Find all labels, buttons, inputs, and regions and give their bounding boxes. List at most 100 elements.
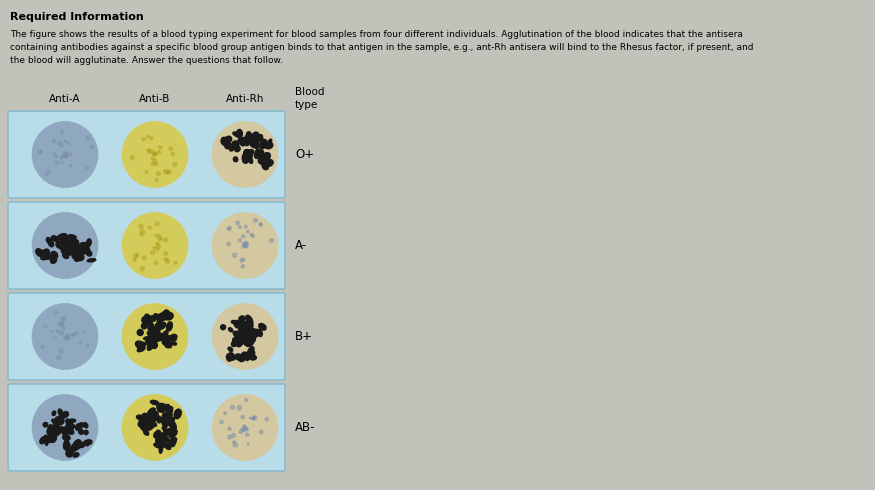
Ellipse shape bbox=[144, 425, 148, 434]
Ellipse shape bbox=[233, 132, 240, 137]
Ellipse shape bbox=[65, 238, 71, 244]
Ellipse shape bbox=[268, 139, 272, 145]
Circle shape bbox=[212, 303, 278, 369]
Ellipse shape bbox=[237, 339, 243, 347]
Ellipse shape bbox=[157, 405, 164, 413]
Ellipse shape bbox=[69, 241, 73, 246]
Ellipse shape bbox=[167, 412, 172, 419]
Ellipse shape bbox=[159, 322, 165, 329]
Ellipse shape bbox=[69, 241, 75, 245]
Ellipse shape bbox=[253, 330, 258, 337]
Circle shape bbox=[242, 243, 245, 246]
Ellipse shape bbox=[87, 251, 92, 256]
Ellipse shape bbox=[146, 421, 150, 427]
Ellipse shape bbox=[68, 247, 76, 255]
Ellipse shape bbox=[52, 419, 58, 423]
Text: B+: B+ bbox=[295, 330, 313, 343]
Ellipse shape bbox=[70, 236, 74, 243]
Ellipse shape bbox=[244, 324, 251, 332]
Ellipse shape bbox=[245, 322, 253, 330]
Ellipse shape bbox=[66, 244, 73, 250]
Ellipse shape bbox=[58, 242, 65, 249]
Circle shape bbox=[64, 336, 68, 340]
Ellipse shape bbox=[240, 356, 245, 362]
Circle shape bbox=[122, 213, 188, 278]
Ellipse shape bbox=[242, 157, 248, 163]
Ellipse shape bbox=[140, 419, 148, 425]
Ellipse shape bbox=[262, 142, 266, 146]
Ellipse shape bbox=[147, 331, 151, 335]
Ellipse shape bbox=[233, 331, 240, 337]
Ellipse shape bbox=[161, 433, 167, 438]
Ellipse shape bbox=[231, 354, 234, 359]
Ellipse shape bbox=[60, 238, 68, 245]
Circle shape bbox=[236, 221, 240, 225]
Ellipse shape bbox=[64, 240, 68, 248]
Ellipse shape bbox=[45, 435, 53, 441]
Ellipse shape bbox=[238, 138, 242, 143]
Ellipse shape bbox=[60, 427, 65, 432]
Ellipse shape bbox=[248, 149, 254, 155]
Text: Required Information: Required Information bbox=[10, 12, 144, 22]
Ellipse shape bbox=[234, 320, 241, 328]
Circle shape bbox=[169, 147, 172, 150]
Circle shape bbox=[164, 252, 168, 255]
Circle shape bbox=[153, 152, 156, 155]
Text: A-: A- bbox=[295, 239, 307, 252]
Circle shape bbox=[136, 253, 139, 256]
Ellipse shape bbox=[242, 138, 246, 145]
Ellipse shape bbox=[63, 432, 67, 436]
Circle shape bbox=[212, 213, 278, 278]
Ellipse shape bbox=[66, 419, 71, 426]
Circle shape bbox=[244, 427, 248, 430]
Circle shape bbox=[58, 322, 62, 326]
Ellipse shape bbox=[50, 256, 56, 262]
Circle shape bbox=[242, 427, 246, 431]
Circle shape bbox=[259, 223, 262, 226]
Ellipse shape bbox=[246, 340, 250, 345]
Ellipse shape bbox=[243, 342, 249, 346]
Circle shape bbox=[157, 245, 160, 248]
Ellipse shape bbox=[172, 342, 177, 345]
Ellipse shape bbox=[250, 144, 259, 148]
Ellipse shape bbox=[84, 246, 89, 252]
Circle shape bbox=[233, 253, 237, 257]
Ellipse shape bbox=[244, 327, 252, 336]
Circle shape bbox=[122, 394, 188, 461]
Ellipse shape bbox=[157, 314, 164, 321]
Ellipse shape bbox=[65, 423, 72, 429]
Ellipse shape bbox=[39, 437, 46, 444]
Ellipse shape bbox=[69, 245, 76, 251]
Text: Blood: Blood bbox=[295, 87, 325, 97]
Ellipse shape bbox=[238, 330, 247, 337]
Ellipse shape bbox=[246, 134, 251, 139]
Ellipse shape bbox=[250, 333, 258, 336]
Ellipse shape bbox=[49, 433, 53, 438]
Circle shape bbox=[155, 163, 158, 166]
Ellipse shape bbox=[155, 323, 162, 330]
Ellipse shape bbox=[255, 135, 263, 141]
Text: O+: O+ bbox=[295, 148, 314, 161]
Circle shape bbox=[55, 155, 58, 158]
Circle shape bbox=[79, 341, 82, 344]
Circle shape bbox=[242, 246, 244, 248]
Ellipse shape bbox=[156, 439, 160, 443]
Circle shape bbox=[252, 416, 255, 420]
Circle shape bbox=[234, 443, 237, 447]
Ellipse shape bbox=[66, 420, 73, 426]
Circle shape bbox=[155, 234, 158, 237]
Ellipse shape bbox=[233, 338, 237, 344]
Ellipse shape bbox=[234, 334, 244, 341]
Ellipse shape bbox=[167, 441, 175, 447]
Ellipse shape bbox=[231, 340, 238, 346]
Ellipse shape bbox=[259, 323, 266, 330]
Ellipse shape bbox=[143, 417, 149, 426]
Ellipse shape bbox=[251, 138, 256, 143]
Circle shape bbox=[48, 171, 51, 173]
Ellipse shape bbox=[245, 156, 251, 160]
Ellipse shape bbox=[169, 429, 174, 435]
Ellipse shape bbox=[259, 150, 264, 156]
Ellipse shape bbox=[41, 256, 49, 260]
Ellipse shape bbox=[53, 421, 59, 425]
Ellipse shape bbox=[75, 440, 81, 446]
